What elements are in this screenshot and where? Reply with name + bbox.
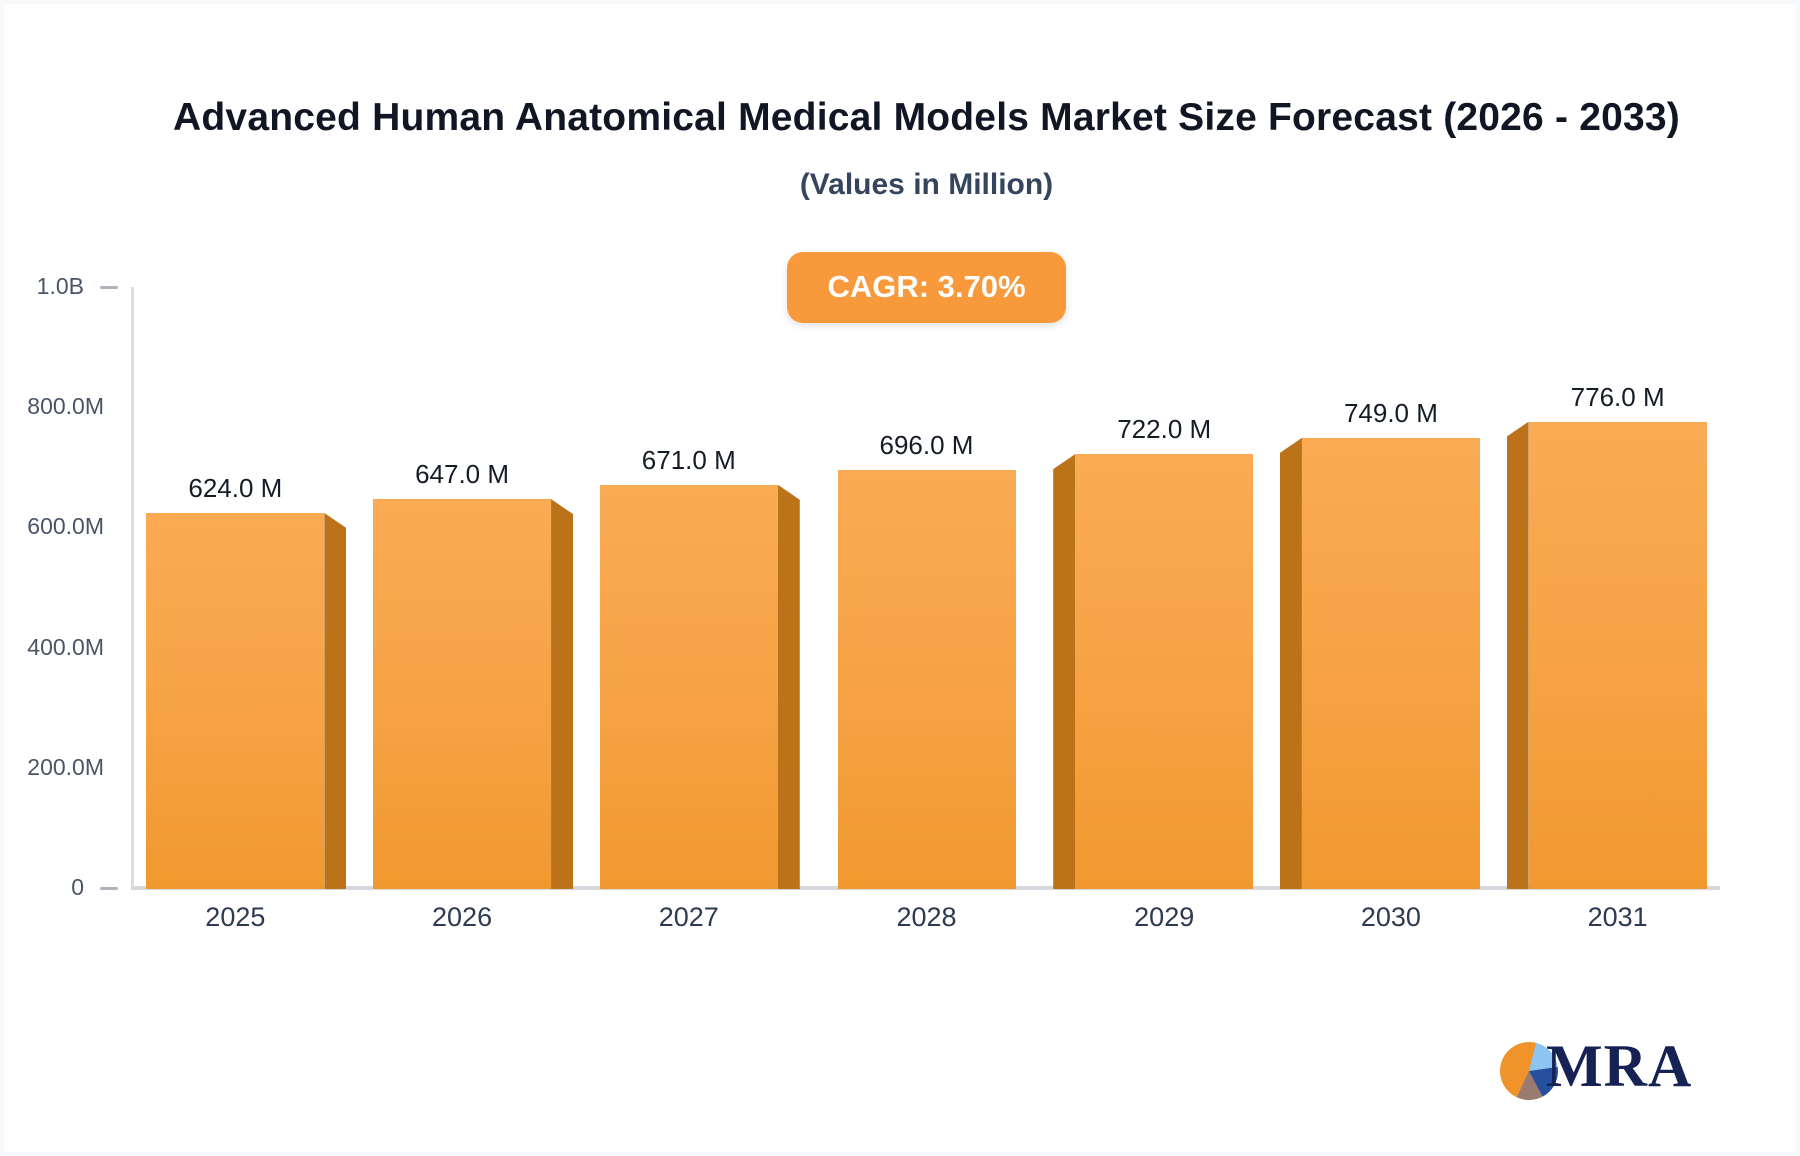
cagr-badge: CAGR: 3.70% bbox=[787, 252, 1066, 323]
bar-value-label: 624.0 M bbox=[188, 472, 283, 503]
mra-logo: MRA bbox=[1500, 1033, 1740, 1106]
bar bbox=[146, 512, 325, 889]
bar bbox=[1075, 454, 1254, 889]
bar-side-face bbox=[1506, 421, 1529, 889]
y-axis-line bbox=[131, 287, 134, 890]
y-tick-mark bbox=[100, 286, 118, 289]
x-tick-label: 2028 bbox=[896, 902, 957, 932]
bar-value-label: 696.0 M bbox=[879, 429, 974, 460]
x-tick-label: 2025 bbox=[205, 902, 266, 932]
bar-value-label: 647.0 M bbox=[415, 459, 510, 490]
y-tick-label: 800.0M bbox=[27, 393, 104, 420]
y-tick-label: 0 bbox=[71, 874, 84, 900]
bar-side-face bbox=[777, 484, 800, 889]
y-tick-mark bbox=[100, 887, 118, 890]
x-tick-label: 2031 bbox=[1587, 902, 1648, 932]
bar-side-face bbox=[324, 512, 347, 889]
x-tick-label: 2027 bbox=[658, 902, 719, 932]
pie-chart-logo-icon bbox=[1500, 1042, 1558, 1100]
bar-value-label: 749.0 M bbox=[1343, 397, 1438, 428]
bar-value-label: 671.0 M bbox=[641, 444, 736, 475]
bar-side-face bbox=[551, 499, 574, 889]
y-tick-label: 200.0M bbox=[27, 753, 104, 780]
bar-value-label: 722.0 M bbox=[1117, 414, 1212, 445]
chart-subtitle: (Values in Million) bbox=[799, 168, 1054, 201]
chart-title: Advanced Human Anatomical Medical Models… bbox=[173, 96, 1680, 139]
x-tick-label: 2029 bbox=[1134, 902, 1195, 932]
bar bbox=[373, 499, 552, 889]
y-tick-label: 600.0M bbox=[27, 513, 104, 540]
bar bbox=[837, 469, 1016, 889]
bar bbox=[1301, 437, 1480, 889]
x-tick-label: 2030 bbox=[1360, 902, 1421, 932]
bar bbox=[1528, 421, 1707, 889]
x-tick-label: 2026 bbox=[432, 902, 493, 932]
mra-logo-text: MRA bbox=[1546, 1033, 1693, 1099]
bar-side-face bbox=[1279, 437, 1302, 889]
bar bbox=[599, 484, 778, 889]
cagr-badge-row: CAGR: 3.70% bbox=[100, 252, 1753, 323]
y-tick-label: 1.0B bbox=[36, 273, 84, 299]
bar-side-face bbox=[1053, 454, 1076, 889]
y-tick-label: 400.0M bbox=[27, 633, 104, 660]
bar-value-label: 776.0 M bbox=[1570, 381, 1665, 412]
